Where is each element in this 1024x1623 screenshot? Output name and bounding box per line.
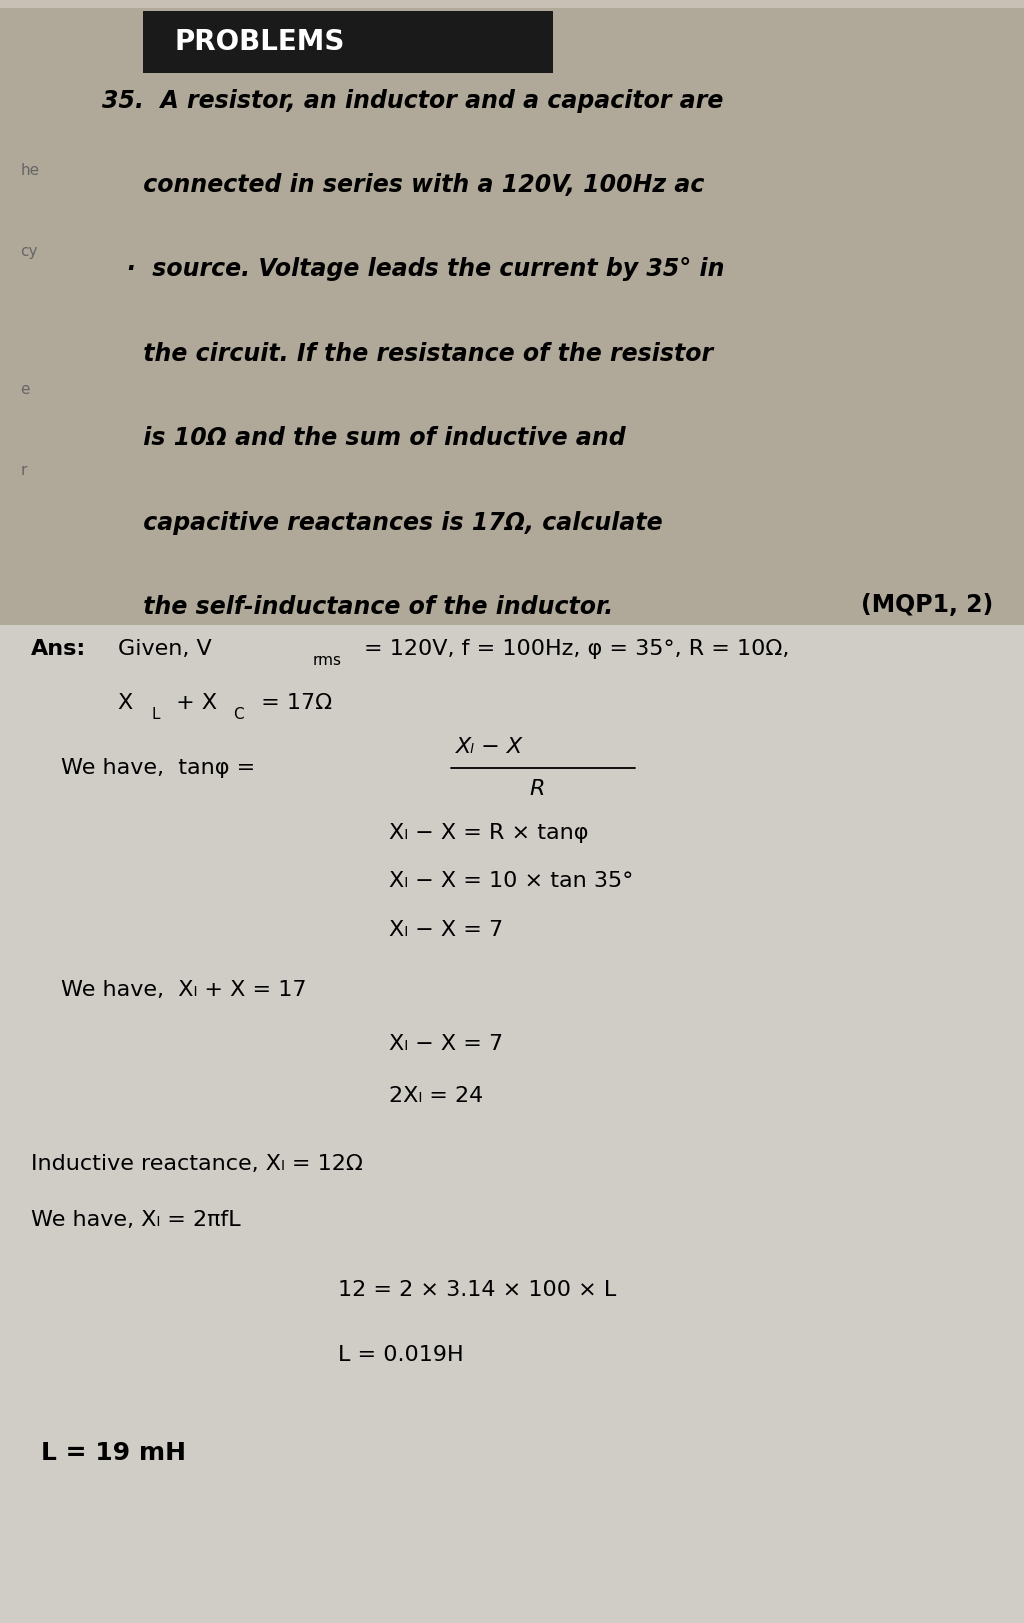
Text: 35.  A resistor, an inductor and a capacitor are: 35. A resistor, an inductor and a capaci… xyxy=(102,89,724,112)
Text: Xₗ − X⁣ = 7: Xₗ − X⁣ = 7 xyxy=(389,920,503,940)
Text: Xₗ − X⁣ = 10 × tan 35°: Xₗ − X⁣ = 10 × tan 35° xyxy=(389,872,634,891)
Text: = 17Ω: = 17Ω xyxy=(254,693,332,712)
Text: L = 0.019H: L = 0.019H xyxy=(338,1345,464,1365)
Text: r: r xyxy=(20,463,27,479)
Text: Xₗ − X⁣ = R × tanφ: Xₗ − X⁣ = R × tanφ xyxy=(389,823,589,842)
Text: Xₗ − X⁣ = 7: Xₗ − X⁣ = 7 xyxy=(389,1034,503,1053)
Text: Inductive reactance, Xₗ = 12Ω: Inductive reactance, Xₗ = 12Ω xyxy=(31,1154,362,1173)
Text: is 10Ω and the sum of inductive and: is 10Ω and the sum of inductive and xyxy=(102,427,626,450)
Text: + X: + X xyxy=(169,693,217,712)
Text: PROBLEMS: PROBLEMS xyxy=(174,28,344,57)
Text: ·  source. Voltage leads the current by 35° in: · source. Voltage leads the current by 3… xyxy=(102,258,725,281)
Text: Given, V: Given, V xyxy=(118,639,212,659)
Text: We have,  tanφ =: We have, tanφ = xyxy=(61,758,256,777)
Text: We have, Xₗ = 2πfL: We have, Xₗ = 2πfL xyxy=(31,1211,241,1230)
Text: the circuit. If the resistance of the resistor: the circuit. If the resistance of the re… xyxy=(102,342,714,365)
Text: e: e xyxy=(20,381,30,398)
FancyBboxPatch shape xyxy=(0,620,1024,1623)
Text: L = 19 mH: L = 19 mH xyxy=(41,1441,186,1464)
Text: capacitive reactances is 17Ω, calculate: capacitive reactances is 17Ω, calculate xyxy=(102,511,663,534)
Text: X: X xyxy=(118,693,133,712)
FancyBboxPatch shape xyxy=(0,8,1024,625)
Text: (MQP1, 2): (MQP1, 2) xyxy=(861,594,993,617)
Text: We have,  Xₗ + X⁣ = 17: We have, Xₗ + X⁣ = 17 xyxy=(61,980,307,1000)
Text: connected in series with a 120V, 100Hz ac: connected in series with a 120V, 100Hz a… xyxy=(102,174,705,196)
Text: Xₗ − X⁣: Xₗ − X⁣ xyxy=(456,737,523,756)
Text: he: he xyxy=(20,162,40,179)
Text: Ans:: Ans: xyxy=(31,639,86,659)
Text: the self-inductance of the inductor.: the self-inductance of the inductor. xyxy=(102,596,613,618)
Text: 2Xₗ = 24: 2Xₗ = 24 xyxy=(389,1086,483,1105)
Text: R: R xyxy=(529,779,545,799)
Text: C: C xyxy=(233,706,244,722)
Text: L: L xyxy=(152,706,160,722)
Text: rms: rms xyxy=(312,652,341,669)
Text: = 120V, f = 100Hz, φ = 35°, R = 10Ω,: = 120V, f = 100Hz, φ = 35°, R = 10Ω, xyxy=(364,639,788,659)
Text: 12 = 2 × 3.14 × 100 × L: 12 = 2 × 3.14 × 100 × L xyxy=(338,1281,616,1300)
Text: cy: cy xyxy=(20,243,38,260)
FancyBboxPatch shape xyxy=(143,11,553,73)
